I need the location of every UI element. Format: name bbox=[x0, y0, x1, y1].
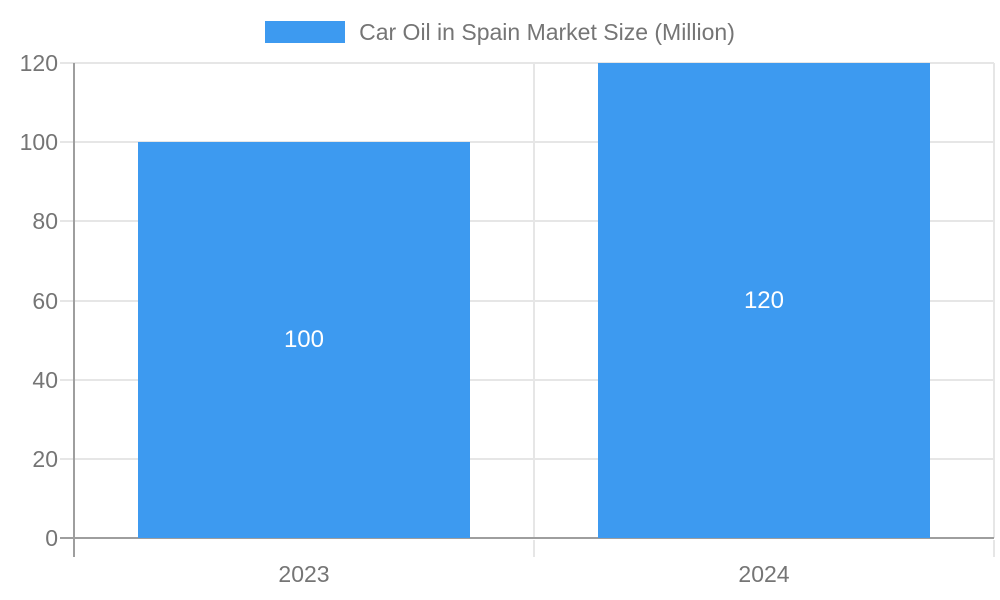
legend-swatch-icon bbox=[265, 21, 346, 43]
y-tick-mark bbox=[60, 299, 74, 302]
y-axis-tick-label: 100 bbox=[19, 129, 58, 156]
bar-value-label: 100 bbox=[283, 326, 324, 354]
y-tick-mark bbox=[60, 220, 74, 223]
y-axis-tick-label: 80 bbox=[32, 208, 58, 235]
y-axis-tick-label: 40 bbox=[32, 366, 58, 393]
x-tick-mark bbox=[533, 540, 535, 557]
y-axis-tick-label: 120 bbox=[19, 50, 58, 76]
y-tick-mark bbox=[60, 141, 74, 144]
y-tick-mark bbox=[60, 378, 74, 381]
y-tick-mark bbox=[60, 537, 74, 539]
category-boundary-gridline bbox=[993, 63, 995, 538]
legend[interactable]: Car Oil in Spain Market Size (Million) bbox=[0, 20, 1000, 44]
y-axis-tick-label: 20 bbox=[32, 445, 58, 472]
category-boundary-gridline bbox=[533, 63, 535, 538]
y-axis-line bbox=[73, 63, 75, 557]
y-tick-mark bbox=[60, 62, 74, 64]
x-axis-tick-label: 2023 bbox=[278, 561, 330, 587]
bar-2024[interactable]: 120 bbox=[598, 63, 930, 538]
x-axis-tick-label: 2024 bbox=[738, 561, 790, 587]
x-axis-line bbox=[73, 537, 994, 539]
y-tick-mark bbox=[60, 457, 74, 460]
y-axis-tick-label: 60 bbox=[32, 287, 58, 314]
bar-2023[interactable]: 100 bbox=[138, 142, 470, 538]
legend-label: Car Oil in Spain Market Size (Million) bbox=[359, 19, 735, 45]
bar-value-label: 120 bbox=[743, 286, 784, 314]
y-axis-tick-label: 0 bbox=[45, 525, 58, 551]
x-tick-mark bbox=[993, 540, 995, 557]
